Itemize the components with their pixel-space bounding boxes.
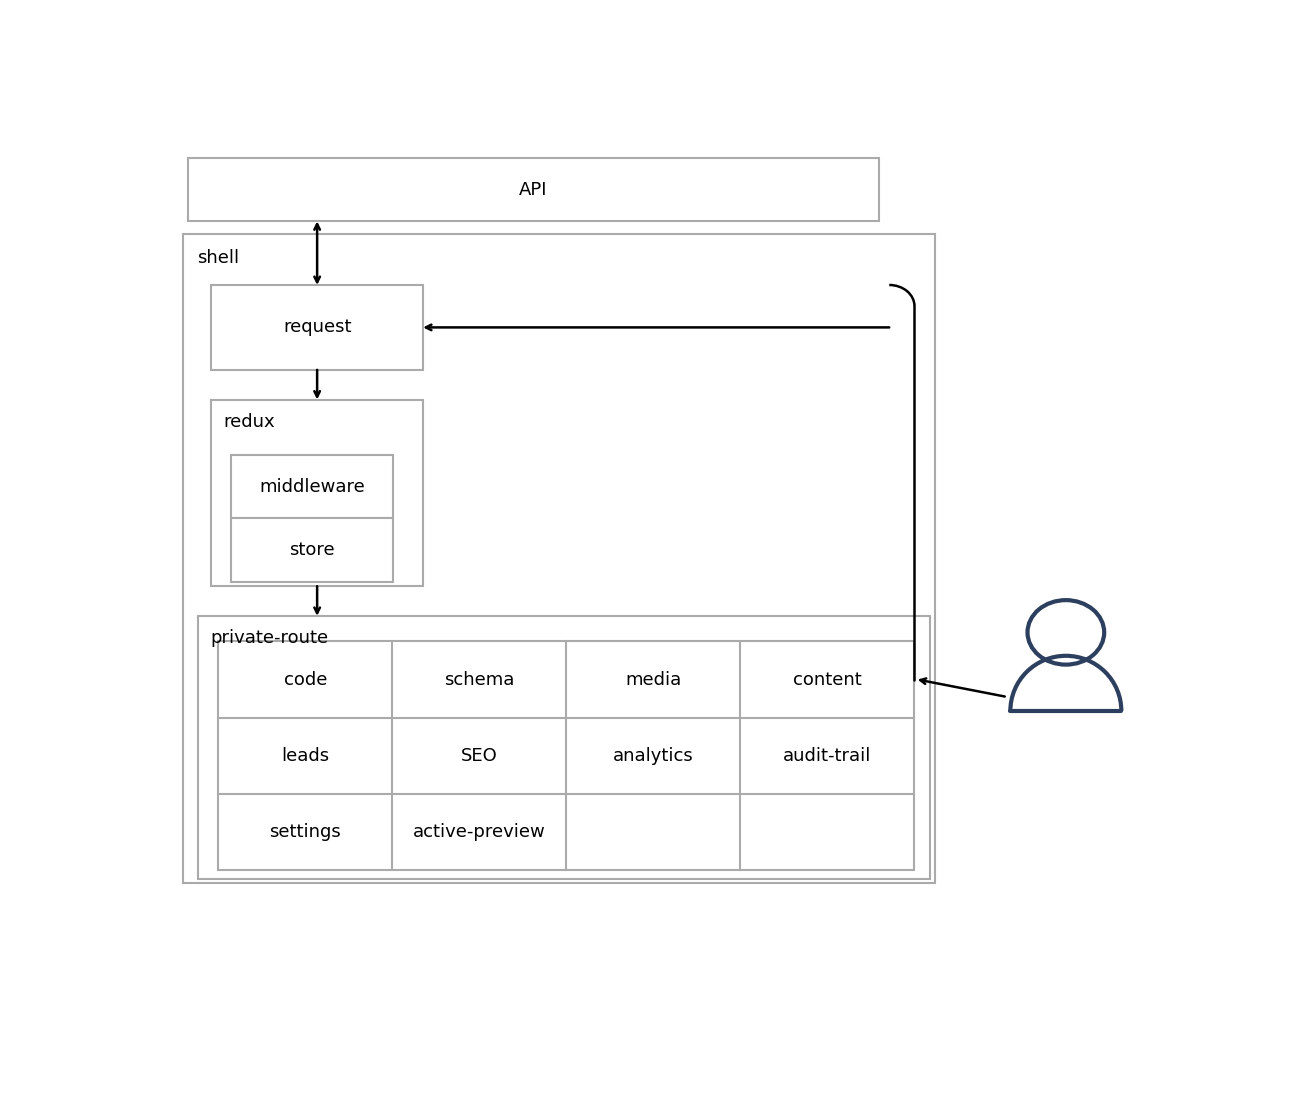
Text: settings: settings	[270, 823, 341, 841]
Text: code: code	[284, 670, 327, 689]
Text: active-preview: active-preview	[413, 823, 546, 841]
Text: SEO: SEO	[461, 747, 497, 765]
Text: media: media	[625, 670, 681, 689]
Text: leads: leads	[281, 747, 329, 765]
Bar	[187, 158, 879, 222]
Bar	[211, 285, 423, 370]
Bar	[232, 518, 393, 582]
Bar	[182, 234, 935, 883]
Text: request: request	[283, 318, 352, 336]
Text: analytics: analytics	[613, 747, 694, 765]
Bar	[232, 455, 393, 518]
Bar	[219, 641, 914, 871]
Text: store: store	[289, 541, 335, 559]
Text: middleware: middleware	[259, 477, 365, 496]
Text: redux: redux	[224, 413, 275, 431]
Text: API: API	[519, 181, 548, 198]
Text: schema: schema	[444, 670, 514, 689]
Bar	[198, 616, 930, 879]
Text: shell: shell	[197, 249, 240, 268]
Text: private-route: private-route	[210, 629, 328, 648]
Text: content: content	[793, 670, 862, 689]
Text: audit-trail: audit-trail	[784, 747, 871, 765]
Bar	[211, 400, 423, 586]
